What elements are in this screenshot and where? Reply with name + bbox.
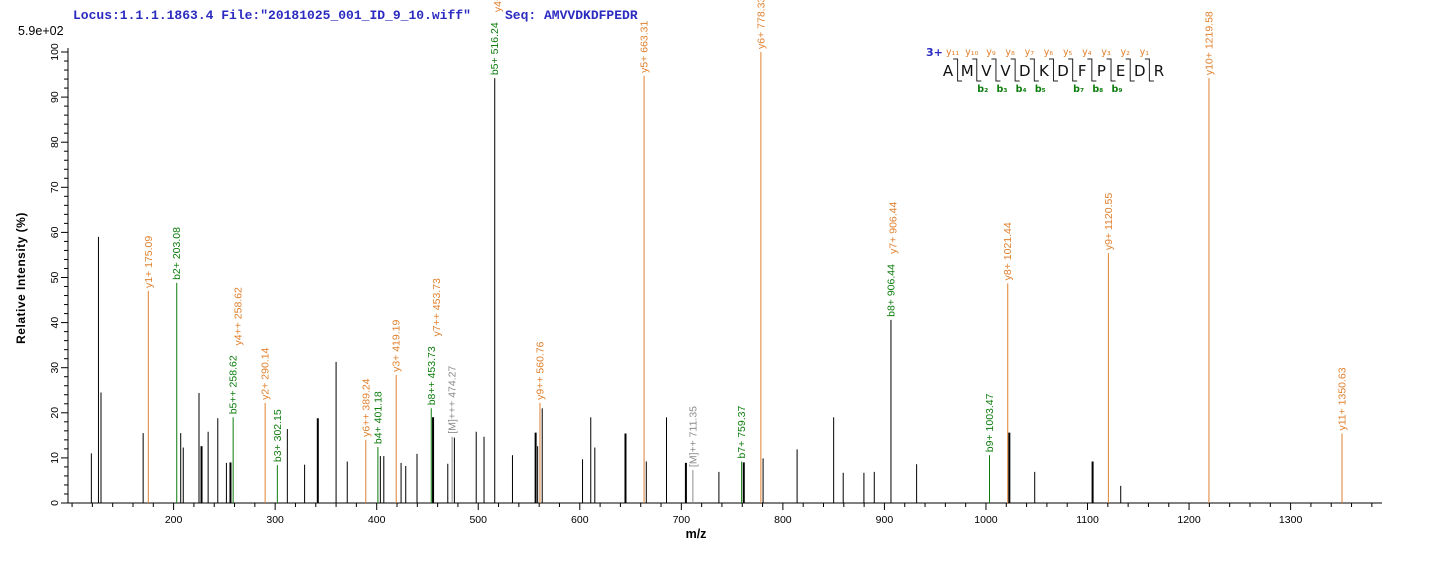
- b-ion-tag: b₈: [1092, 84, 1104, 95]
- y-tick-label: 60: [49, 226, 61, 238]
- y-ion-tag: y₄: [1082, 47, 1092, 58]
- peak-label: y6++ 389.24: [360, 378, 372, 437]
- y-ion-tag: y₁: [1139, 47, 1150, 58]
- peak-label: [M]++ 711.35: [687, 406, 699, 467]
- peptide-residue: D: [1057, 62, 1069, 80]
- fragmentation-mark: [1029, 58, 1039, 82]
- peak-label: b5++ 258.62: [228, 355, 240, 414]
- peptide-residue: D: [1018, 62, 1031, 80]
- peak-label: y11+ 1350.63: [1337, 367, 1349, 430]
- peptide-residue: M: [960, 62, 974, 80]
- y-tick-label: 80: [49, 136, 61, 148]
- x-tick-label: 1300: [1279, 514, 1303, 526]
- peak-label: b4+ 401.18: [372, 391, 384, 444]
- locus-file-header: Locus:1.1.1.1863.4 File:"20181025_001_ID…: [73, 8, 471, 23]
- peak-label: y2+ 290.14: [260, 347, 272, 399]
- fragmentation-mark: [1144, 58, 1154, 82]
- fragmentation-mark: [1087, 58, 1097, 82]
- peak-label: b3+ 302.15: [272, 409, 284, 462]
- peptide-residue: D: [1134, 62, 1146, 80]
- x-tick-label: 1200: [1177, 514, 1201, 526]
- y-tick-label: 0: [49, 500, 61, 506]
- peak-label: b8+ 906.44: [885, 264, 897, 317]
- fragmentation-mark: [1010, 58, 1020, 82]
- peptide-residue: A: [942, 62, 954, 80]
- y-tick-label: 90: [49, 91, 61, 103]
- y-tick-label: 20: [49, 407, 61, 419]
- peak-label: y4+ 516.24: [492, 0, 504, 12]
- fragmentation-mark: [991, 58, 1001, 82]
- peak-label: y1+ 175.09: [143, 236, 155, 288]
- peptide-residue: V: [981, 62, 992, 80]
- y-tick-label: 40: [49, 317, 61, 329]
- x-tick-label: 500: [469, 514, 487, 526]
- peptide-residue: F: [1077, 62, 1087, 80]
- x-tick-label: 400: [368, 514, 386, 526]
- y-tick-label: 30: [49, 362, 61, 374]
- peak-label: b2+ 203.08: [171, 227, 183, 280]
- y-ion-tag: y₉: [986, 47, 996, 58]
- x-tick-label: 700: [673, 514, 691, 526]
- peak-label: y6+ 778.33: [755, 0, 767, 49]
- peak-label: y7++ 453.73: [431, 278, 443, 337]
- y-ion-tag: y₆: [1043, 47, 1054, 58]
- x-tick-label: 200: [165, 514, 183, 526]
- peak-label: y8+ 1021.44: [1002, 222, 1014, 280]
- y-tick-label: 50: [49, 272, 61, 284]
- y-ion-tag: y₁₁: [945, 47, 960, 58]
- peak-label: y3+ 419.19: [391, 320, 403, 372]
- x-tick-label: 1000: [974, 514, 998, 526]
- b-ion-tag: b₇: [1073, 84, 1085, 95]
- y-ion-tag: y₇: [1024, 47, 1035, 58]
- peak-label: [M]+++ 474.27: [447, 366, 459, 434]
- peak-label: b5+ 516.24: [489, 22, 501, 75]
- peptide-residue: P: [1096, 62, 1106, 80]
- peptide-residue: E: [1115, 62, 1126, 80]
- y-ion-tag: y₁₀: [965, 47, 979, 58]
- b-ion-tag: b₉: [1111, 84, 1123, 95]
- b-ion-tag: b₂: [977, 84, 989, 95]
- b-ion-tag: b₅: [1034, 84, 1046, 95]
- x-tick-label: 900: [876, 514, 894, 526]
- fragmentation-mark: [1068, 58, 1078, 82]
- y-ion-tag: y₈: [1005, 47, 1015, 58]
- b-ion-tag: b₄: [1015, 84, 1027, 95]
- x-tick-label: 800: [774, 514, 792, 526]
- y-tick-label: 10: [49, 452, 61, 464]
- y-tick-label: 100: [49, 43, 61, 61]
- precursor-charge-label: 3+: [926, 46, 943, 59]
- y-tick-label: 70: [49, 181, 61, 193]
- x-axis-title: m/z: [685, 527, 707, 541]
- peak-label: y5+ 663.31: [639, 20, 651, 72]
- base-peak-intensity-label: 5.9e+02: [18, 24, 64, 38]
- peak-label: y9++ 560.76: [534, 341, 546, 400]
- peak-label: b7+ 759.37: [736, 406, 748, 459]
- x-tick-label: 300: [266, 514, 284, 526]
- peak-label: y7+ 906.44: [887, 201, 899, 253]
- y-ion-tag: y₂: [1120, 47, 1130, 58]
- fragmentation-mark: [1048, 58, 1058, 82]
- x-tick-label: 600: [571, 514, 589, 526]
- fragmentation-mark: [972, 58, 982, 82]
- peak-label: y4++ 258.62: [233, 287, 245, 346]
- fragmentation-mark: [1106, 58, 1116, 82]
- fragmentation-mark: [953, 58, 963, 82]
- peptide-residue: R: [1153, 62, 1165, 80]
- y-ion-tag: y₅: [1062, 47, 1073, 58]
- y-ion-tag: y₃: [1101, 47, 1111, 58]
- fragmentation-mark: [1125, 58, 1135, 82]
- peptide-residue: K: [1038, 62, 1049, 80]
- x-tick-label: 1100: [1076, 514, 1099, 526]
- peptide-residue: V: [1000, 62, 1011, 80]
- sequence-header: Seq: AMVVDKDFPEDR: [505, 8, 638, 23]
- peak-label: y10+ 1219.58: [1203, 11, 1215, 75]
- peak-label: y9+ 1120.55: [1103, 193, 1115, 250]
- b-ion-tag: b₃: [996, 84, 1008, 95]
- peak-label: b8++ 453.73: [426, 346, 438, 405]
- peak-label: b9+ 1003.47: [984, 393, 996, 452]
